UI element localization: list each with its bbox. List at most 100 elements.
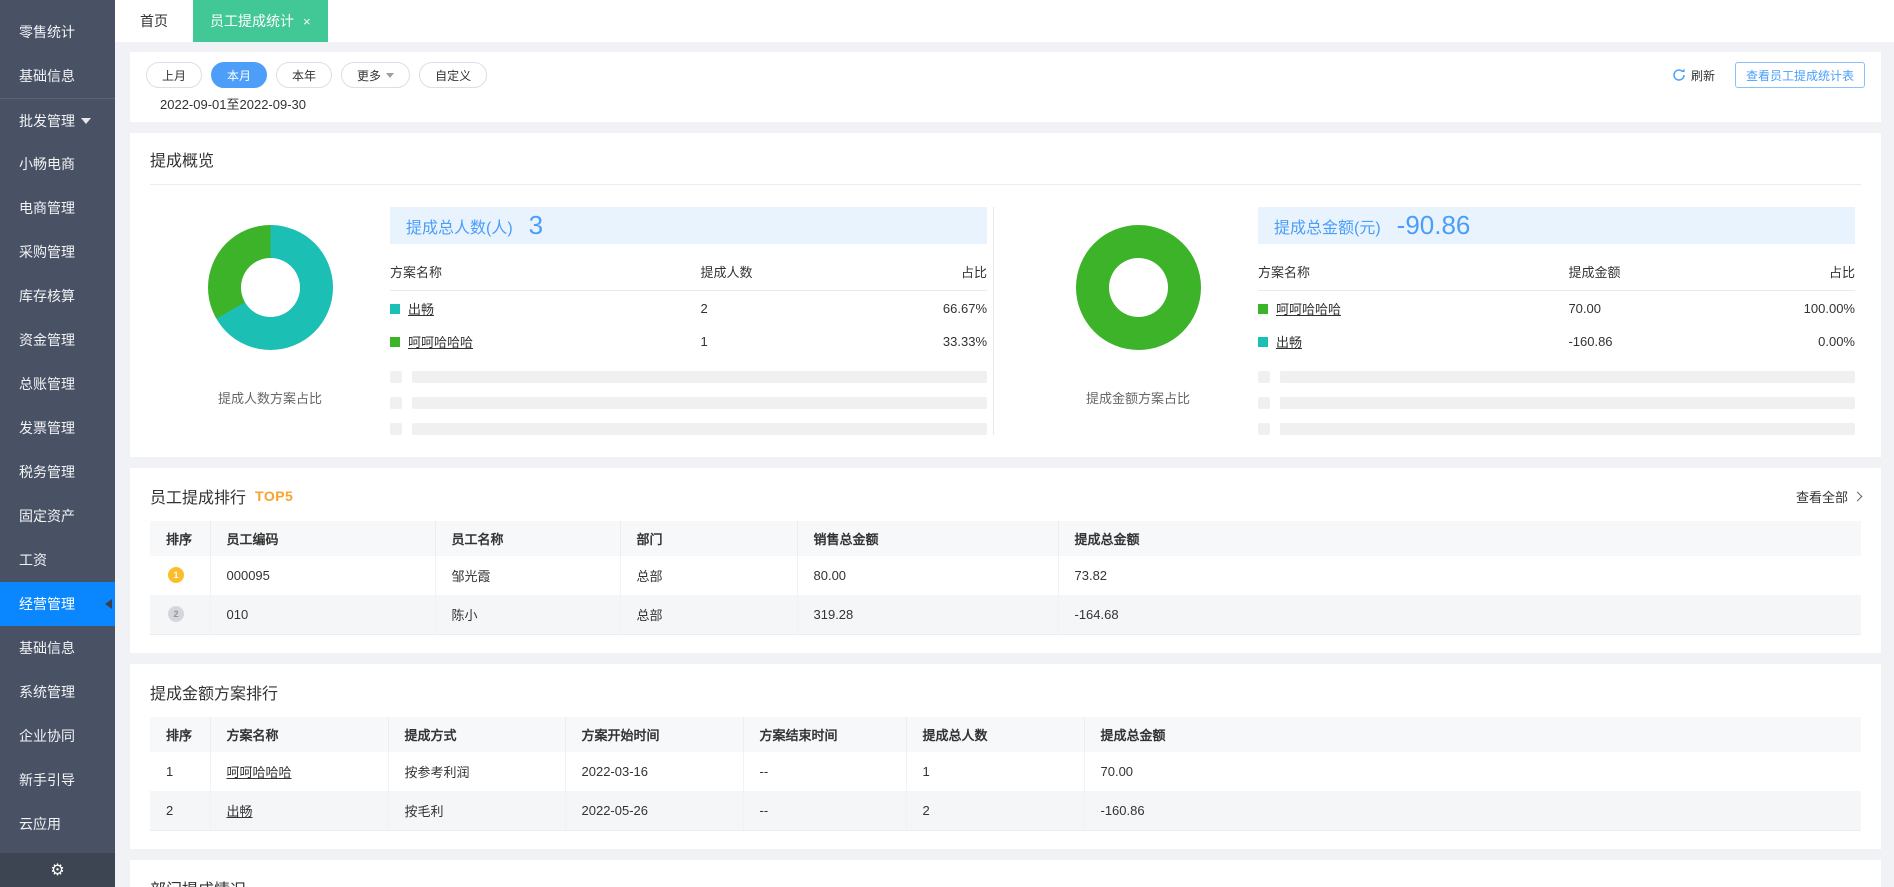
filter-this-month[interactable]: 本月 (211, 62, 268, 88)
chevron-right-icon (1852, 491, 1863, 502)
legend-pct: 0.00% (1818, 334, 1855, 349)
donut-caption: 提成金额方案占比 (1085, 391, 1190, 406)
page-content: 上月 本月 本年 更多 自定义 刷新 查看员工提成统计表 2022-0 (115, 42, 1894, 887)
section-title-plan-ranking: 提成金额方案排行 (150, 686, 279, 703)
sidebar-item-cloud-apps[interactable]: 云应用 (0, 802, 115, 846)
date-filter-pills: 上月 本月 本年 更多 自定义 (146, 62, 488, 88)
sidebar-item-label: 总账管理 (19, 376, 75, 392)
legend-header: 方案名称 提成金额 占比 (1258, 262, 1855, 291)
filter-last-month[interactable]: 上月 (146, 62, 203, 88)
cell-end-date: -- (743, 752, 907, 791)
table-header-row: 排序 员工编码 员工名称 部门 销售总金额 提成总金额 (150, 521, 1861, 556)
sidebar-item-label: 库存核算 (19, 288, 75, 304)
close-icon[interactable]: × (303, 13, 311, 29)
sidebar-item-purchasing[interactable]: 采购管理 (0, 230, 115, 274)
table-row: 2 出畅 按毛利 2022-05-26 -- 2 -160.86 (150, 791, 1861, 831)
sidebar-item-retail-stats[interactable]: 零售统计 (0, 10, 115, 54)
pill-label: 上月 (162, 68, 187, 83)
legend-row: 呵呵哈哈哈 1 33.33% (390, 324, 987, 357)
employee-ranking-table: 排序 员工编码 员工名称 部门 销售总金额 提成总金额 1 000095 邹光霞 (150, 521, 1861, 635)
refresh-label: 刷新 (1690, 68, 1715, 83)
skeleton-row (1258, 397, 1855, 409)
cell-total-sales: 319.28 (797, 595, 1059, 635)
sidebar-item-system-mgmt[interactable]: 系统管理 (0, 670, 115, 714)
tab-label: 首页 (140, 13, 168, 29)
plan-link[interactable]: 呵呵哈哈哈 (408, 335, 474, 350)
sidebar-item-label: 发票管理 (19, 420, 75, 436)
sidebar-item-label: 批发管理 (19, 112, 75, 129)
sidebar-item-label: 企业协同 (19, 728, 75, 744)
pill-label: 本年 (292, 68, 317, 83)
col-header-employee-name: 员工名称 (435, 521, 621, 556)
tab-label: 员工提成统计 (210, 13, 294, 29)
sidebar-item-label: 新手引导 (19, 772, 75, 788)
department-commission-card: 部门提成情况 序号 部门名称 提成方式 方案开始时间 方案结束时间 参与提成人数… (130, 860, 1881, 887)
col-header-pct: 占比 (960, 265, 987, 280)
cell-total-sales: 80.00 (797, 556, 1059, 595)
sidebar-item-enterprise-collab[interactable]: 企业协同 (0, 714, 115, 758)
table-header-row: 排序 方案名称 提成方式 方案开始时间 方案结束时间 提成总人数 提成总金额 (150, 717, 1861, 752)
sidebar-item-label: 云应用 (19, 816, 61, 832)
plan-link[interactable]: 出畅 (1276, 335, 1303, 350)
section-title-employee-ranking: 员工提成排行 (150, 490, 247, 507)
view-all-link[interactable]: 查看全部 (1796, 487, 1863, 506)
cell-start-date: 2022-03-16 (565, 752, 744, 791)
legend-row: 出畅 2 66.67% (390, 291, 987, 324)
filter-this-year[interactable]: 本年 (276, 62, 333, 88)
plan-link[interactable]: 呵呵哈哈哈 (1276, 302, 1342, 317)
sidebar-item-label: 采购管理 (19, 244, 75, 260)
sidebar-item-general-ledger[interactable]: 总账管理 (0, 362, 115, 406)
sidebar-item-payroll[interactable]: 工资 (0, 538, 115, 582)
sidebar-item-funds[interactable]: 资金管理 (0, 318, 115, 362)
col-header-pct: 占比 (1828, 265, 1855, 280)
filter-custom[interactable]: 自定义 (419, 62, 488, 88)
sidebar-menu: 零售统计 基础信息 批发管理 小畅电商 电商管理 采购管理 库存核算 资金管理 … (0, 0, 115, 853)
cell-employee-code: 000095 (210, 556, 436, 595)
sidebar-item-basic-info[interactable]: 基础信息 (0, 54, 115, 98)
sidebar-item-basic-info-2[interactable]: 基础信息 (0, 626, 115, 670)
view-commission-report-button[interactable]: 查看员工提成统计表 (1734, 62, 1865, 88)
col-header-rank: 排序 (150, 521, 211, 556)
sidebar-item-tax[interactable]: 税务管理 (0, 450, 115, 494)
skeleton-row (1258, 371, 1855, 383)
sidebar-item-business-mgmt[interactable]: 经营管理 (0, 582, 115, 626)
cell-total-people: 2 (906, 791, 1085, 831)
donut-caption: 提成人数方案占比 (217, 391, 322, 406)
sidebar-item-label: 基础信息 (19, 640, 75, 656)
cell-start-date: 2022-05-26 (565, 791, 744, 831)
legend-swatch (390, 336, 400, 347)
sidebar-item-label: 系统管理 (19, 684, 75, 700)
cell-total-commission: -164.68 (1058, 595, 1861, 635)
sidebar-item-wholesale[interactable]: 批发管理 (0, 98, 115, 142)
stat-value: 3 (528, 210, 544, 240)
sidebar-item-label: 税务管理 (19, 464, 75, 480)
gold-medal-icon: 1 (168, 567, 184, 583)
filter-more[interactable]: 更多 (341, 62, 411, 88)
plan-link[interactable]: 呵呵哈哈哈 (226, 765, 292, 780)
col-header-total-people: 提成总人数 (906, 717, 1085, 752)
sidebar-item-label: 固定资产 (19, 508, 75, 524)
plan-ranking-card: 提成金额方案排行 排序 方案名称 提成方式 方案开始时间 方案结束时间 提成总人… (130, 664, 1881, 849)
sidebar-item-label: 零售统计 (19, 24, 75, 40)
tab-home[interactable]: 首页 (115, 0, 193, 42)
stat-label: 提成总金额(元) (1274, 219, 1381, 237)
sidebar-item-invoices[interactable]: 发票管理 (0, 406, 115, 450)
refresh-button[interactable]: 刷新 (1672, 67, 1715, 84)
legend-swatch (1258, 336, 1268, 347)
settings-button[interactable]: ⚙ (0, 853, 115, 887)
refresh-icon (1673, 68, 1685, 81)
sidebar-item-fixed-assets[interactable]: 固定资产 (0, 494, 115, 538)
plan-link[interactable]: 出畅 (226, 804, 253, 819)
sidebar-item-label: 工资 (19, 552, 47, 568)
sidebar-item-inventory[interactable]: 库存核算 (0, 274, 115, 318)
pill-label: 自定义 (435, 68, 472, 83)
plan-link[interactable]: 出畅 (408, 302, 435, 317)
sidebar-item-ecommerce[interactable]: 电商管理 (0, 186, 115, 230)
cell-total-people: 1 (906, 752, 1085, 791)
col-header-start-date: 方案开始时间 (565, 717, 744, 752)
col-header-rank: 排序 (150, 717, 211, 752)
sidebar-item-xiaochang-ecom[interactable]: 小畅电商 (0, 142, 115, 186)
tab-employee-commission-stats[interactable]: 员工提成统计 × (193, 0, 328, 42)
legend-amount: 70.00 (1568, 301, 1601, 316)
sidebar-item-beginner-guide[interactable]: 新手引导 (0, 758, 115, 802)
